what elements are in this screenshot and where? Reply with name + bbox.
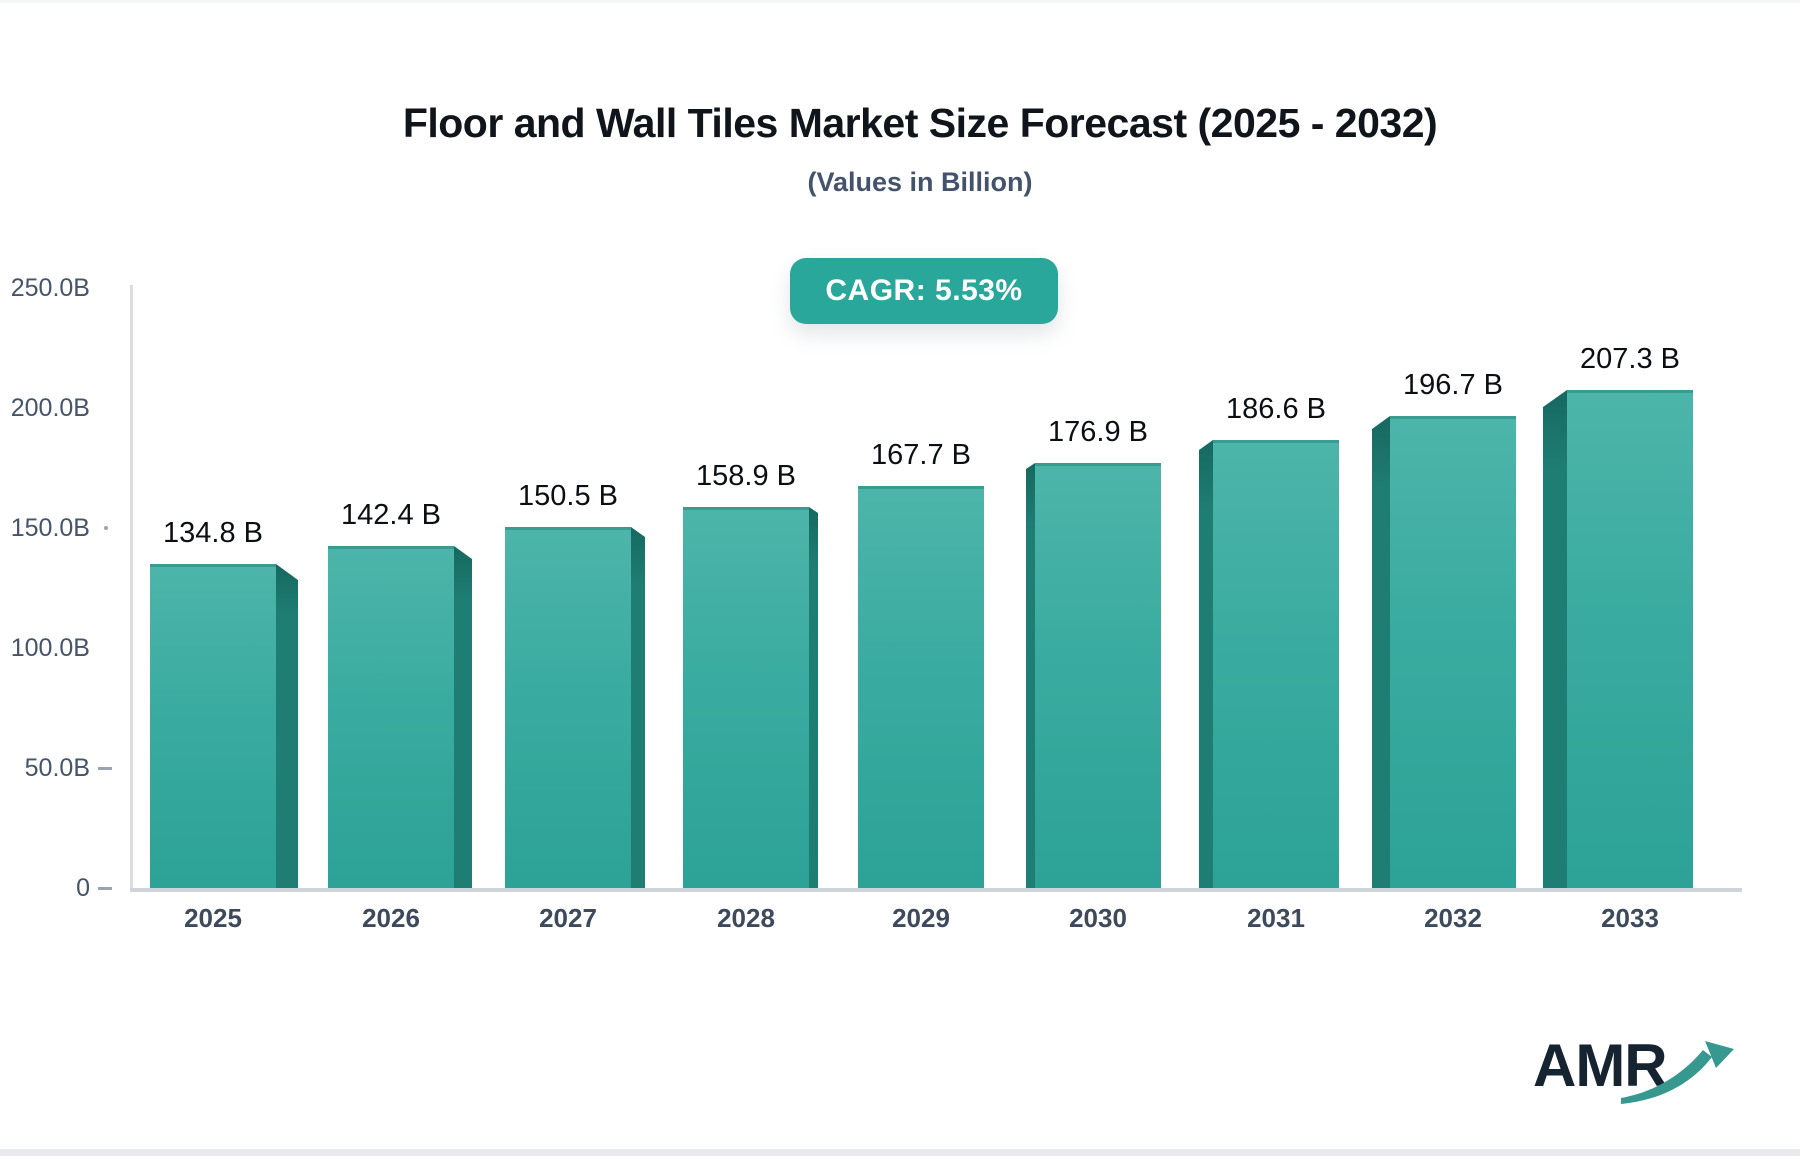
x-axis-label: 2033	[1601, 903, 1659, 933]
bar-2033-side	[1543, 390, 1567, 888]
amr-logo: AMR	[1533, 1034, 1743, 1118]
bar-2030	[1035, 463, 1161, 888]
x-axis-label: 2025	[184, 903, 242, 933]
bar-2029	[858, 486, 984, 888]
bar-value-label: 142.4 B	[341, 499, 441, 531]
bar-2027	[505, 527, 631, 888]
bar-value-label: 196.7 B	[1403, 369, 1503, 401]
bar-2032-side	[1372, 416, 1390, 888]
y-axis-tick-label: 100.0B	[10, 634, 90, 662]
y-axis-tick-label: 150.0B	[10, 514, 90, 542]
bar-2026-side	[454, 546, 472, 888]
bar-2033	[1567, 390, 1693, 888]
chart-title: Floor and Wall Tiles Market Size Forecas…	[402, 100, 1438, 146]
x-axis-label: 2032	[1424, 903, 1482, 933]
bar-value-label: 207.3 B	[1580, 343, 1680, 375]
x-axis-label: 2027	[539, 903, 597, 933]
y-axis-tick-mark	[98, 887, 112, 890]
bar-value-label: 158.9 B	[696, 460, 796, 492]
amr-logo-arrow-icon	[1621, 1041, 1734, 1104]
x-axis-label: 2031	[1247, 903, 1305, 933]
bar-2031-side	[1199, 440, 1213, 888]
bar-value-label: 167.7 B	[871, 439, 971, 471]
bar-value-label: 150.5 B	[518, 480, 618, 512]
x-axis-line	[130, 888, 1742, 892]
y-axis-line	[130, 285, 133, 892]
x-axis-label: 2030	[1069, 903, 1127, 933]
top-border	[0, 0, 1800, 3]
bar-2028-side	[809, 507, 818, 888]
bar-value-label: 134.8 B	[163, 517, 263, 549]
bar-2028	[683, 507, 809, 888]
x-axis-label: 2028	[717, 903, 775, 933]
cagr-badge: CAGR: 5.53%	[790, 258, 1058, 324]
bar-value-label: 176.9 B	[1048, 416, 1148, 448]
bottom-border	[0, 1149, 1800, 1156]
y-axis-tick-label: 250.0B	[10, 274, 90, 302]
bar-value-label: 186.6 B	[1226, 393, 1326, 425]
x-axis-label: 2029	[892, 903, 950, 933]
amr-logo-text: AMR	[1533, 1032, 1668, 1099]
y-axis-tick-label: 50.0B	[24, 754, 90, 782]
bar-2027-side	[631, 527, 645, 888]
y-axis-tick-mark	[98, 767, 112, 770]
bar-2025-side	[276, 564, 298, 888]
y-axis-tick-mark	[104, 526, 108, 530]
bar-2025	[150, 564, 276, 888]
bar-2030-side	[1026, 463, 1035, 888]
y-axis-tick-label: 200.0B	[10, 394, 90, 422]
chart-subtitle: (Values in Billion)	[807, 167, 1033, 197]
cagr-badge-label: CAGR: 5.53%	[825, 274, 1023, 307]
bar-2031	[1213, 440, 1339, 888]
bar-2032	[1390, 416, 1516, 888]
x-axis-label: 2026	[362, 903, 420, 933]
y-axis-tick-label: 0	[76, 874, 90, 902]
bar-2026	[328, 546, 454, 888]
